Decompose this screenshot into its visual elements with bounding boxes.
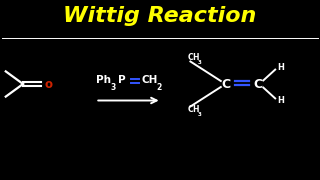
Text: C: C <box>187 53 193 62</box>
Text: C: C <box>253 78 262 91</box>
Text: 3: 3 <box>197 60 201 65</box>
Text: o: o <box>45 78 52 91</box>
Text: H: H <box>192 53 199 62</box>
Text: P: P <box>118 75 126 85</box>
Text: 2: 2 <box>156 82 162 91</box>
Text: H: H <box>192 105 199 114</box>
Text: Ph: Ph <box>96 75 111 85</box>
Text: C: C <box>221 78 230 91</box>
Text: 3: 3 <box>197 112 201 117</box>
Text: H: H <box>277 96 284 105</box>
Text: Wittig Reaction: Wittig Reaction <box>63 6 257 26</box>
Text: C: C <box>187 105 193 114</box>
Text: H: H <box>277 63 284 72</box>
Text: CH: CH <box>141 75 158 85</box>
Text: 3: 3 <box>110 82 116 91</box>
